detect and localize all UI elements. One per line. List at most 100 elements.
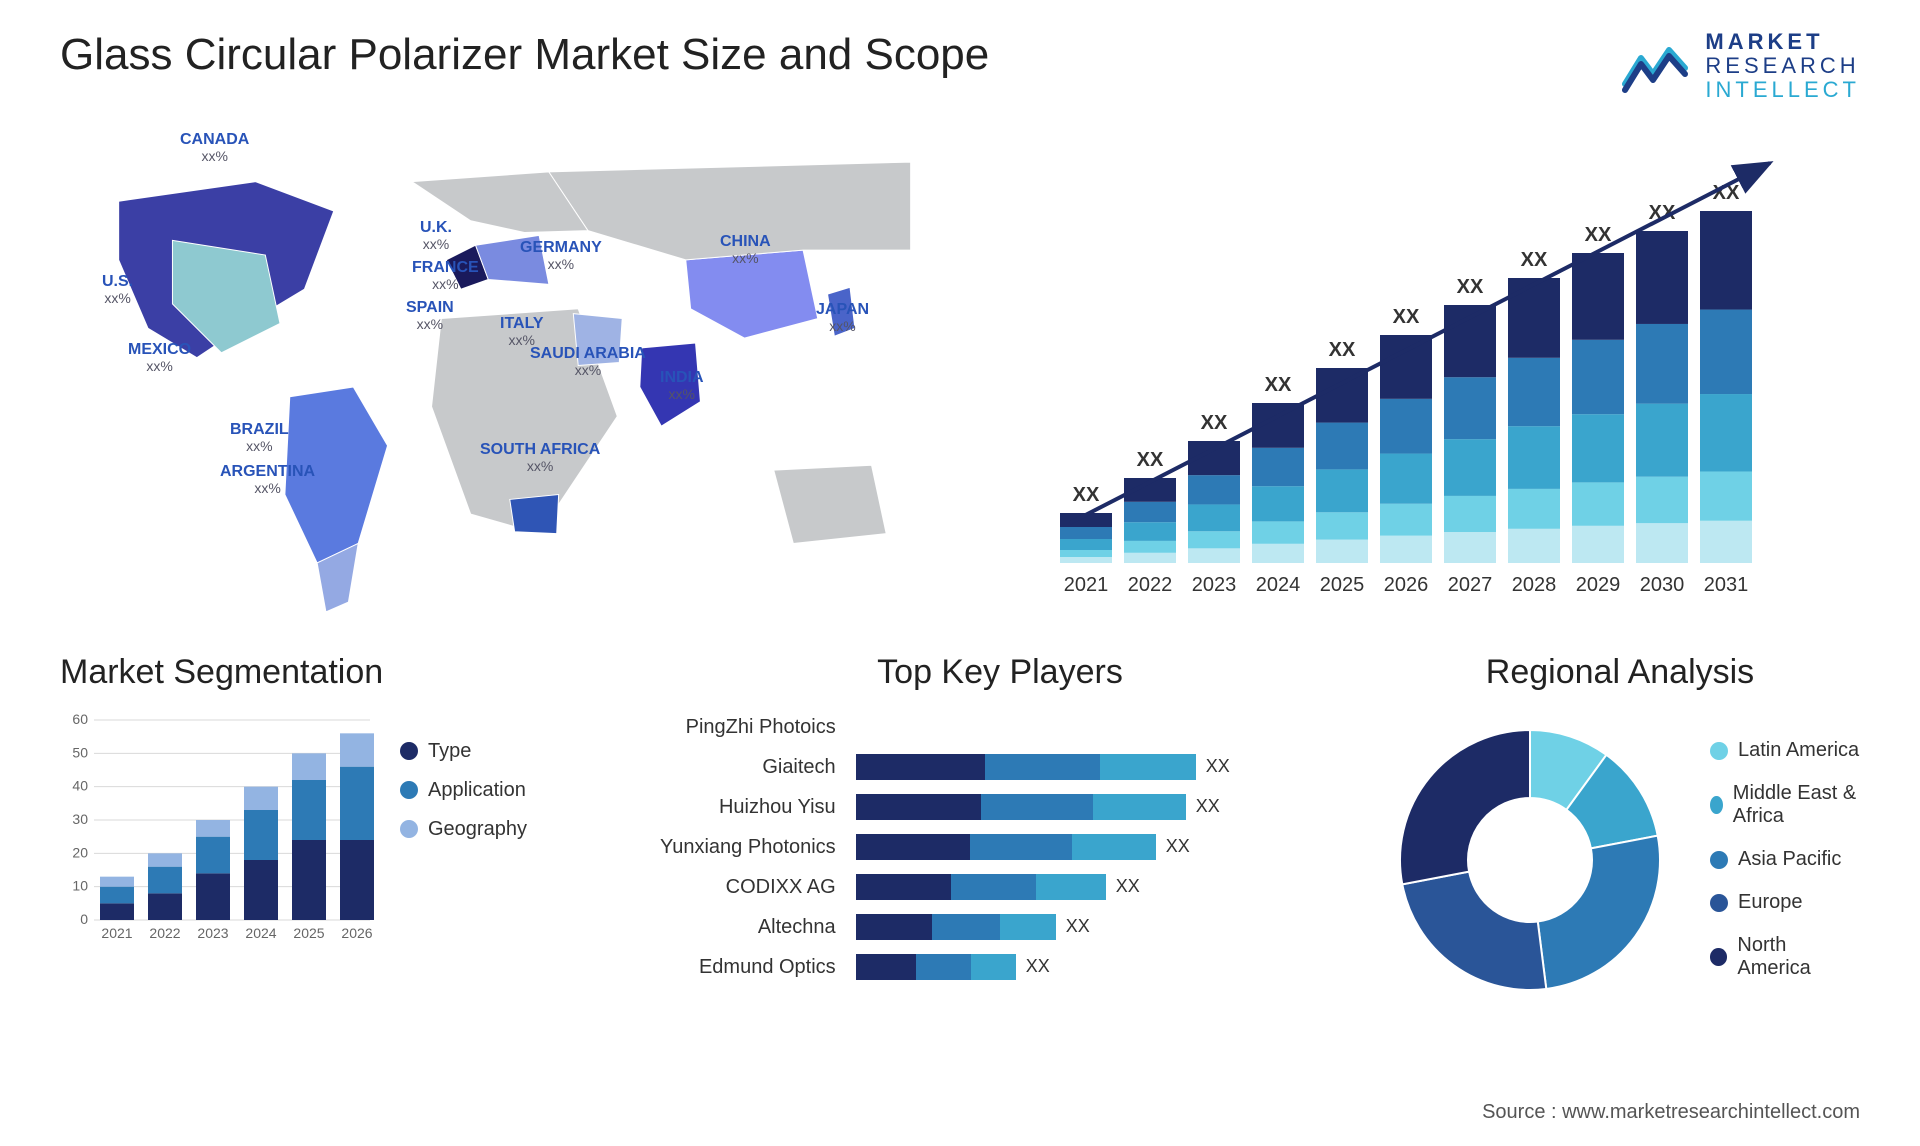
- player-bar-seg: [856, 834, 970, 860]
- seg-bar-seg: [292, 780, 326, 840]
- growth-bar-seg: [1636, 523, 1688, 563]
- seg-bar-seg: [244, 860, 278, 920]
- growth-bar-seg: [1316, 422, 1368, 469]
- seg-bar-seg: [244, 810, 278, 860]
- seg-y-tick: 60: [72, 711, 88, 727]
- player-bar: [856, 874, 1106, 900]
- logo-icon: [1621, 38, 1693, 94]
- player-bar: [856, 834, 1156, 860]
- legend-label: Latin America: [1738, 739, 1859, 762]
- player-bar-seg: [1100, 754, 1195, 780]
- growth-bar-seg: [1316, 539, 1368, 562]
- growth-bar-seg: [1252, 486, 1304, 521]
- growth-year-label: 2027: [1448, 574, 1493, 596]
- seg-bar-seg: [292, 753, 326, 780]
- seg-bar-seg: [196, 820, 230, 837]
- regional-legend-item: North America: [1710, 934, 1860, 980]
- growth-bar-label: XX: [1201, 412, 1228, 434]
- map-label-china: CHINAxx%: [720, 233, 771, 268]
- seg-bar-seg: [100, 876, 134, 886]
- growth-bar-label: XX: [1393, 306, 1420, 328]
- growth-bar-seg: [1188, 504, 1240, 531]
- growth-bar-label: XX: [1265, 374, 1292, 396]
- seg-bar-seg: [148, 893, 182, 920]
- world-map: [60, 123, 940, 612]
- seg-bar-seg: [100, 903, 134, 920]
- growth-bar-seg: [1380, 453, 1432, 503]
- player-value-label: XX: [1066, 916, 1090, 937]
- player-name: PingZhi Photoics: [660, 714, 836, 740]
- regional-panel: Regional Analysis Latin AmericaMiddle Ea…: [1380, 653, 1860, 1010]
- map-label-brazil: BRAZILxx%: [230, 421, 289, 456]
- seg-legend-item: Type: [400, 740, 527, 763]
- player-bar-seg: [916, 954, 970, 980]
- player-bar-seg: [1093, 794, 1185, 820]
- growth-bar-seg: [1700, 520, 1752, 562]
- player-bar-row: XX: [856, 794, 1340, 820]
- growth-bar-seg: [1572, 339, 1624, 413]
- player-name: Huizhou Yisu: [660, 794, 836, 820]
- seg-bar-seg: [196, 873, 230, 920]
- growth-bar-seg: [1508, 528, 1560, 562]
- growth-bar-seg: [1444, 377, 1496, 439]
- growth-bar-seg: [1316, 469, 1368, 512]
- growth-year-label: 2024: [1256, 574, 1301, 596]
- map-region-south-africa: [510, 494, 559, 533]
- growth-year-label: 2025: [1320, 574, 1365, 596]
- seg-bar-seg: [244, 786, 278, 809]
- player-value-label: XX: [1026, 956, 1050, 977]
- seg-y-tick: 40: [72, 777, 88, 793]
- legend-dot-icon: [1710, 948, 1727, 966]
- growth-bar-seg: [1252, 543, 1304, 562]
- growth-bar-seg: [1060, 527, 1112, 539]
- growth-bar-seg: [1700, 471, 1752, 520]
- map-label-uk: U.K.xx%: [420, 219, 452, 254]
- growth-bar-seg: [1508, 357, 1560, 425]
- growth-bar-seg: [1444, 532, 1496, 563]
- growth-bar-seg: [1252, 521, 1304, 543]
- seg-year-label: 2023: [197, 925, 228, 941]
- player-name: Giaitech: [660, 754, 836, 780]
- growth-bar-seg: [1508, 278, 1560, 358]
- growth-year-label: 2026: [1384, 574, 1429, 596]
- growth-bar-seg: [1444, 495, 1496, 531]
- growth-bar-label: XX: [1521, 249, 1548, 271]
- map-label-us: U.S.xx%: [102, 273, 133, 308]
- players-labels: PingZhi PhotoicsGiaitechHuizhou YisuYunx…: [660, 710, 836, 980]
- growth-bar-seg: [1572, 482, 1624, 525]
- player-bar-seg: [856, 754, 985, 780]
- segmentation-panel: Market Segmentation 01020304050602021202…: [60, 653, 620, 1010]
- legend-dot-icon: [400, 742, 418, 760]
- legend-label: Middle East & Africa: [1733, 782, 1860, 828]
- legend-label: Asia Pacific: [1738, 848, 1841, 871]
- player-value-label: XX: [1206, 756, 1230, 777]
- player-bar-row: XX: [856, 874, 1340, 900]
- player-bar-seg: [1072, 834, 1156, 860]
- regional-legend-item: Asia Pacific: [1710, 848, 1860, 871]
- donut-slice: [1402, 871, 1546, 989]
- player-value-label: XX: [1116, 876, 1140, 897]
- seg-legend-item: Geography: [400, 818, 527, 841]
- growth-bar-seg: [1188, 531, 1240, 548]
- player-bar-row: XX: [856, 914, 1340, 940]
- seg-y-tick: 50: [72, 744, 88, 760]
- players-panel: Top Key Players PingZhi PhotoicsGiaitech…: [660, 653, 1340, 1010]
- player-bar: [856, 754, 1196, 780]
- player-name: CODIXX AG: [660, 874, 836, 900]
- bottom-row: Market Segmentation 01020304050602021202…: [0, 623, 1920, 1010]
- seg-bar-seg: [292, 840, 326, 920]
- seg-y-tick: 30: [72, 811, 88, 827]
- growth-year-label: 2028: [1512, 574, 1557, 596]
- growth-bar-seg: [1124, 522, 1176, 541]
- growth-bar-seg: [1060, 539, 1112, 550]
- growth-bar-seg: [1508, 426, 1560, 489]
- donut-slice: [1538, 835, 1660, 988]
- player-bar-seg: [981, 794, 1093, 820]
- growth-bar-seg: [1124, 501, 1176, 521]
- growth-bar-label: XX: [1137, 449, 1164, 471]
- player-bar-row: XX: [856, 954, 1340, 980]
- player-bar-seg: [1000, 914, 1056, 940]
- player-value-label: XX: [1196, 796, 1220, 817]
- seg-year-label: 2025: [293, 925, 324, 941]
- map-region-australia-grey: [774, 465, 886, 543]
